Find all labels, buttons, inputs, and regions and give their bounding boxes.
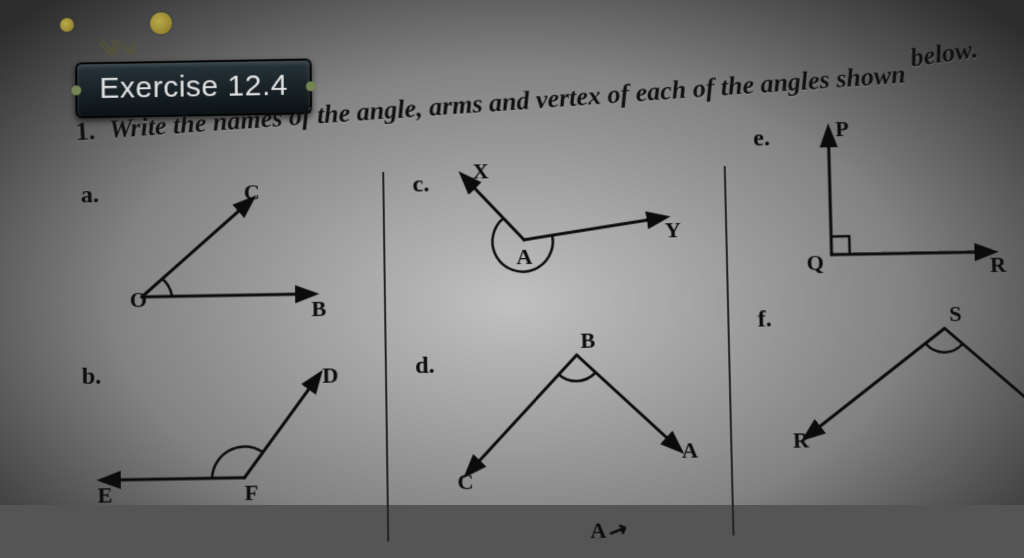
pt-c-v: A xyxy=(516,244,533,269)
pt-e-v: Q xyxy=(806,250,824,275)
pt-d-p1: C xyxy=(457,469,474,495)
pt-b-v: F xyxy=(244,479,258,505)
pt-f-p1: R xyxy=(793,427,811,453)
figure-d: B C A xyxy=(445,317,721,494)
figure-f: S R T xyxy=(767,291,1024,458)
figure-b: E F D xyxy=(92,354,357,511)
decor-dot xyxy=(150,12,172,34)
figure-a: O C B xyxy=(111,183,354,328)
item-label-c: c. xyxy=(412,171,429,198)
pt-d-p2: A xyxy=(682,437,699,463)
footer-fragment: A↗ xyxy=(590,517,627,544)
pt-a-p1: C xyxy=(244,179,260,204)
pt-a-p2: B xyxy=(311,296,326,322)
page-surface: ༄ ༄ Exercise 12.4 1. Write the names of … xyxy=(0,0,1024,505)
pt-f-v: S xyxy=(949,301,962,326)
pt-d-v: B xyxy=(580,327,596,353)
decor-dot xyxy=(60,18,74,32)
pt-e-p1: P xyxy=(835,116,849,141)
exercise-badge-text: Exercise 12.4 xyxy=(99,69,288,105)
sheet: ༄ ༄ Exercise 12.4 1. Write the names of … xyxy=(20,1,1024,558)
figure-e: Q P R xyxy=(773,111,1024,286)
item-label-a: a. xyxy=(81,182,99,209)
question-number: 1. xyxy=(75,116,96,146)
column-divider xyxy=(382,172,389,542)
pt-c-p2: Y xyxy=(665,217,682,242)
pt-e-p2: R xyxy=(990,252,1008,277)
figure-c: A X Y xyxy=(432,156,706,291)
item-label-e: e. xyxy=(753,125,770,152)
item-label-d: d. xyxy=(415,352,435,380)
figures-grid: a. O C B b. E F xyxy=(81,161,1024,557)
pt-c-p1: X xyxy=(472,158,488,183)
column-divider xyxy=(724,166,735,535)
pt-b-p1: D xyxy=(322,362,338,388)
pt-a-v: O xyxy=(130,287,147,313)
question-text-tail: below. xyxy=(909,34,981,73)
pt-b-p2: E xyxy=(97,482,112,508)
